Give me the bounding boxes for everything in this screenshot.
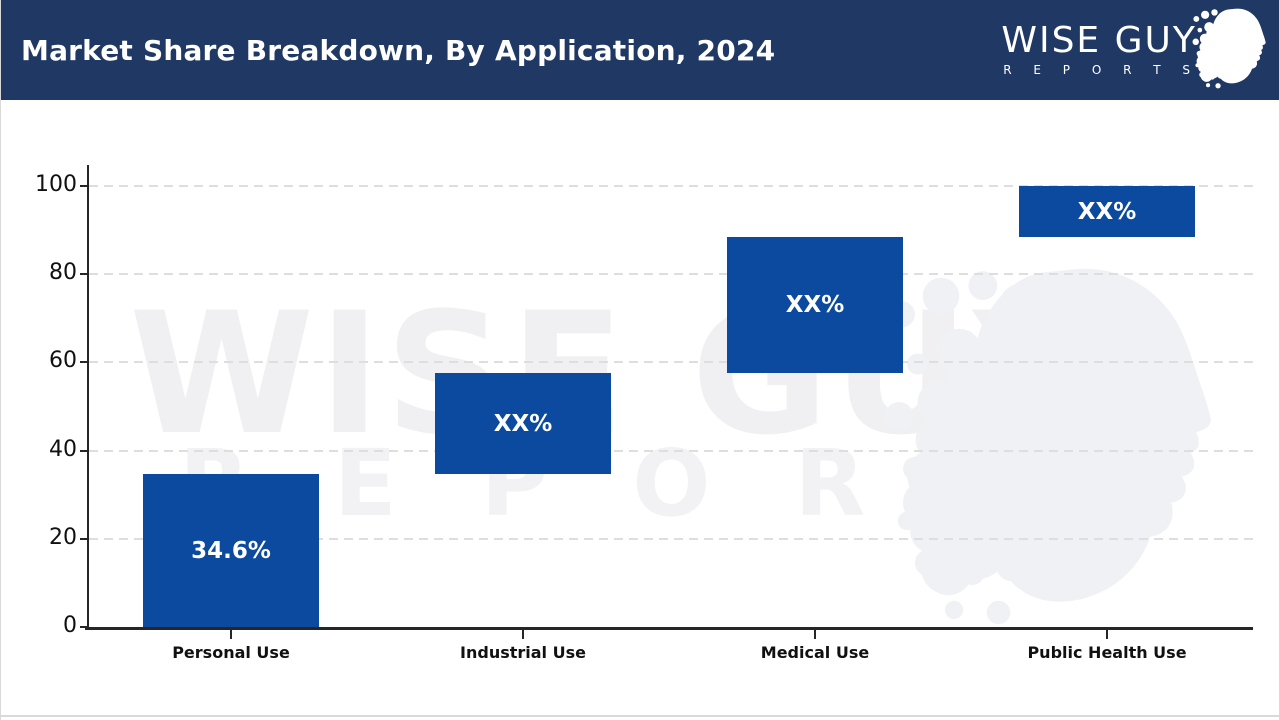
y-tick-label: 80 xyxy=(49,260,77,286)
y-axis xyxy=(87,165,89,630)
x-tick-mark xyxy=(814,630,816,639)
y-tick-mark xyxy=(80,537,89,540)
x-category-label: Personal Use xyxy=(172,643,290,662)
bar-segment: XX% xyxy=(727,237,903,373)
y-tick-label: 40 xyxy=(49,436,77,462)
y-tick-label: 60 xyxy=(49,348,77,374)
y-tick-mark xyxy=(80,626,89,628)
gridline xyxy=(89,537,1253,540)
x-category-label: Public Health Use xyxy=(1027,643,1187,662)
gridline xyxy=(89,449,1253,452)
gridline xyxy=(89,185,1253,187)
bar-segment: 34.6% xyxy=(143,474,319,627)
y-tick-label: 20 xyxy=(49,524,77,550)
page-title: Market Share Breakdown, By Application, … xyxy=(21,33,776,67)
bar-value-label: XX% xyxy=(785,292,845,319)
x-category-label: Industrial Use xyxy=(460,643,586,662)
y-tick-mark xyxy=(80,185,89,187)
wise-guy-logo: WISE GUY R E P O R T S xyxy=(999,6,1271,94)
bar-value-label: 34.6% xyxy=(191,537,271,564)
header: Market Share Breakdown, By Application, … xyxy=(1,0,1279,100)
x-axis xyxy=(85,627,1253,630)
chart-area: WISE GUY R E P O R T S 0 20 40 60 80 100 34.6%… xyxy=(1,100,1279,716)
x-category-label: Medical Use xyxy=(760,643,870,662)
x-tick-mark xyxy=(522,630,524,639)
watermark-face-icon xyxy=(873,218,1213,688)
logo-subtext: R E P O R T S xyxy=(1003,63,1199,77)
bar-value-label: XX% xyxy=(493,410,553,437)
logo-wordmark: WISE GUY xyxy=(1001,20,1197,61)
y-tick-mark xyxy=(80,273,89,276)
x-tick-mark xyxy=(230,630,232,639)
bar-segment: XX% xyxy=(435,372,611,475)
bar-value-label: XX% xyxy=(1077,198,1137,225)
x-tick-mark xyxy=(1106,630,1108,639)
y-tick-mark xyxy=(80,361,89,364)
y-tick-mark xyxy=(80,449,89,452)
bar-segment: XX% xyxy=(1019,186,1195,238)
y-tick-label: 100 xyxy=(35,172,77,197)
y-tick-label: 0 xyxy=(63,613,77,638)
gridline xyxy=(89,273,1253,276)
bottom-border xyxy=(1,715,1279,717)
gridline xyxy=(89,361,1253,364)
